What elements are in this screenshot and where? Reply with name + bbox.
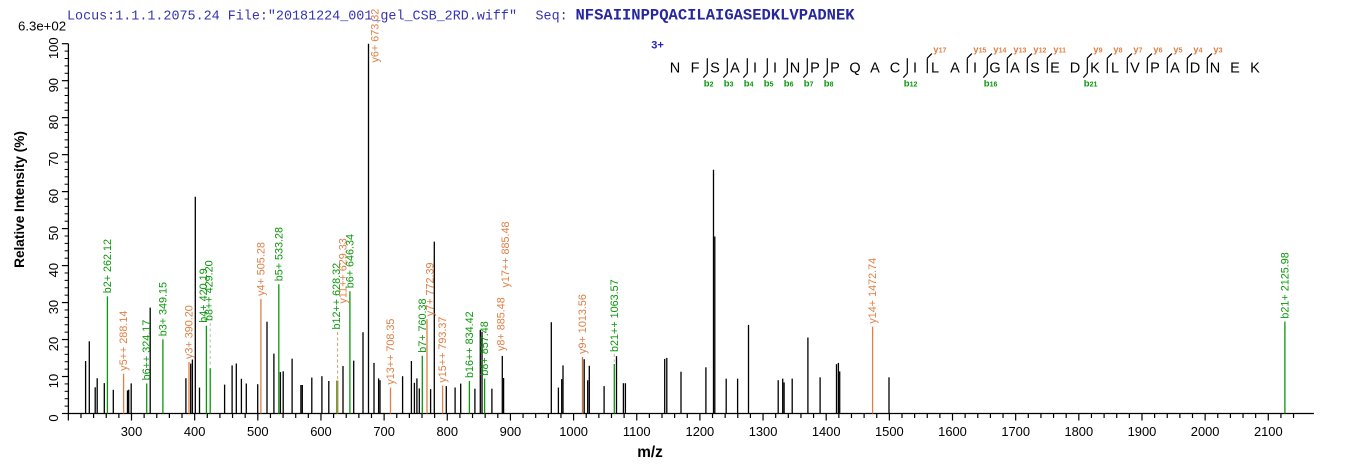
svg-text:6.3e+02: 6.3e+02 [18,19,66,34]
svg-text:1900: 1900 [1128,424,1157,439]
svg-text:y11: y11 [1053,45,1066,56]
svg-text:50: 50 [46,226,61,240]
svg-text:y12: y12 [1033,45,1046,56]
svg-text:2100: 2100 [1254,424,1283,439]
svg-text:y14+ 1472.74: y14+ 1472.74 [867,258,879,324]
svg-text:b2: b2 [704,79,714,90]
svg-text:b16++ 834.42: b16++ 834.42 [464,311,476,378]
svg-text:b16: b16 [984,79,998,90]
svg-text:b4: b4 [744,79,754,90]
svg-text:500: 500 [247,424,269,439]
svg-text:m/z: m/z [637,444,663,461]
svg-text:1800: 1800 [1064,424,1093,439]
svg-text:y3+ 390.20: y3+ 390.20 [184,305,196,359]
svg-text:b21: b21 [1084,79,1098,90]
svg-text:b21++ 1063.57: b21++ 1063.57 [609,279,621,352]
svg-text:10: 10 [46,374,61,388]
svg-text:b8+ 857.48: b8+ 857.48 [479,321,491,375]
svg-text:b21+ 2125.98: b21+ 2125.98 [1279,252,1291,318]
svg-text:40: 40 [46,263,61,277]
svg-text:b5+ 533.28: b5+ 533.28 [273,227,285,281]
svg-text:y6+ 673.32: y6+ 673.32 [370,9,382,63]
svg-text:800: 800 [437,424,459,439]
svg-text:y14: y14 [993,45,1006,56]
svg-text:1300: 1300 [749,424,778,439]
svg-text:2000: 2000 [1191,424,1220,439]
svg-text:y11++ 629.33: y11++ 629.33 [337,238,349,303]
svg-text:b12++ 628.32: b12++ 628.32 [331,263,343,330]
svg-text:Locus:1.1.1.2075.24 File:"2018: Locus:1.1.1.2075.24 File:"20181224_001_g… [67,9,517,24]
svg-text:y6: y6 [1153,45,1162,56]
svg-text:y9: y9 [1093,45,1102,56]
svg-text:y8: y8 [1113,45,1122,56]
svg-text:NFSAIINPPQACILAIGASEDKLVPADNEK: NFSAIINPPQACILAIGASEDKLVPADNEK [576,6,856,24]
svg-text:y3: y3 [1213,45,1222,56]
svg-text:b8++ 429.20: b8++ 429.20 [204,260,216,321]
svg-text:Relative Intensity (%): Relative Intensity (%) [12,131,27,268]
svg-text:b3+ 349.15: b3+ 349.15 [157,282,169,336]
svg-text:60: 60 [46,189,61,203]
svg-text:100: 100 [46,37,61,59]
svg-text:y17++ 885.48: y17++ 885.48 [500,221,512,287]
svg-text:90: 90 [46,78,61,92]
svg-text:y13++ 708.35: y13++ 708.35 [385,319,397,385]
svg-text:400: 400 [184,424,206,439]
svg-text:b7: b7 [804,79,814,90]
svg-text:1000: 1000 [559,424,588,439]
svg-text:1100: 1100 [623,424,651,439]
svg-text:y13: y13 [1013,45,1026,56]
svg-text:b6: b6 [784,79,794,90]
svg-text:b6+ 646.34: b6+ 646.34 [344,234,356,288]
svg-text:700: 700 [373,424,395,439]
svg-text:b7+ 760.38: b7+ 760.38 [417,298,429,352]
svg-text:y17: y17 [933,45,946,56]
svg-text:y5: y5 [1173,45,1182,56]
svg-text:1200: 1200 [686,424,715,439]
svg-text:y9+ 1013.56: y9+ 1013.56 [577,294,589,354]
svg-text:y8+ 885.48: y8+ 885.48 [496,297,508,351]
svg-text:1500: 1500 [875,424,904,439]
svg-text:20: 20 [46,337,61,351]
svg-text:70: 70 [46,152,61,166]
svg-text:y5++ 288.14: y5++ 288.14 [118,311,130,371]
svg-text:b6++ 324.17: b6++ 324.17 [141,320,153,381]
svg-text:y15++ 793.37: y15++ 793.37 [437,317,449,383]
svg-text:y4: y4 [1193,45,1202,56]
svg-text:1400: 1400 [812,424,841,439]
svg-text:y4+ 505.28: y4+ 505.28 [255,242,267,296]
svg-text:b2+ 262.12: b2+ 262.12 [102,239,114,293]
svg-text:30: 30 [46,300,61,314]
svg-text:3+: 3+ [651,40,664,52]
svg-text:y7: y7 [1133,45,1142,56]
svg-text:Seq:: Seq: [536,9,568,24]
svg-text:1700: 1700 [1001,424,1030,439]
svg-text:300: 300 [121,424,143,439]
svg-text:b5: b5 [764,79,774,90]
svg-text:b8: b8 [824,79,834,90]
svg-text:0: 0 [46,414,61,421]
svg-text:NFSAIINPPQACILAIGASEDKLVPADNEK: NFSAIINPPQACILAIGASEDKLVPADNEK [670,61,1260,77]
svg-text:80: 80 [46,115,61,129]
svg-text:1600: 1600 [938,424,967,439]
svg-text:y7+ 772.39: y7+ 772.39 [425,262,437,316]
svg-text:b12: b12 [904,79,918,90]
svg-text:900: 900 [500,424,522,439]
svg-text:600: 600 [310,424,332,439]
svg-text:b4+ 420.19: b4+ 420.19 [198,268,210,322]
svg-text:b3: b3 [724,79,734,90]
svg-text:y15: y15 [973,45,986,56]
